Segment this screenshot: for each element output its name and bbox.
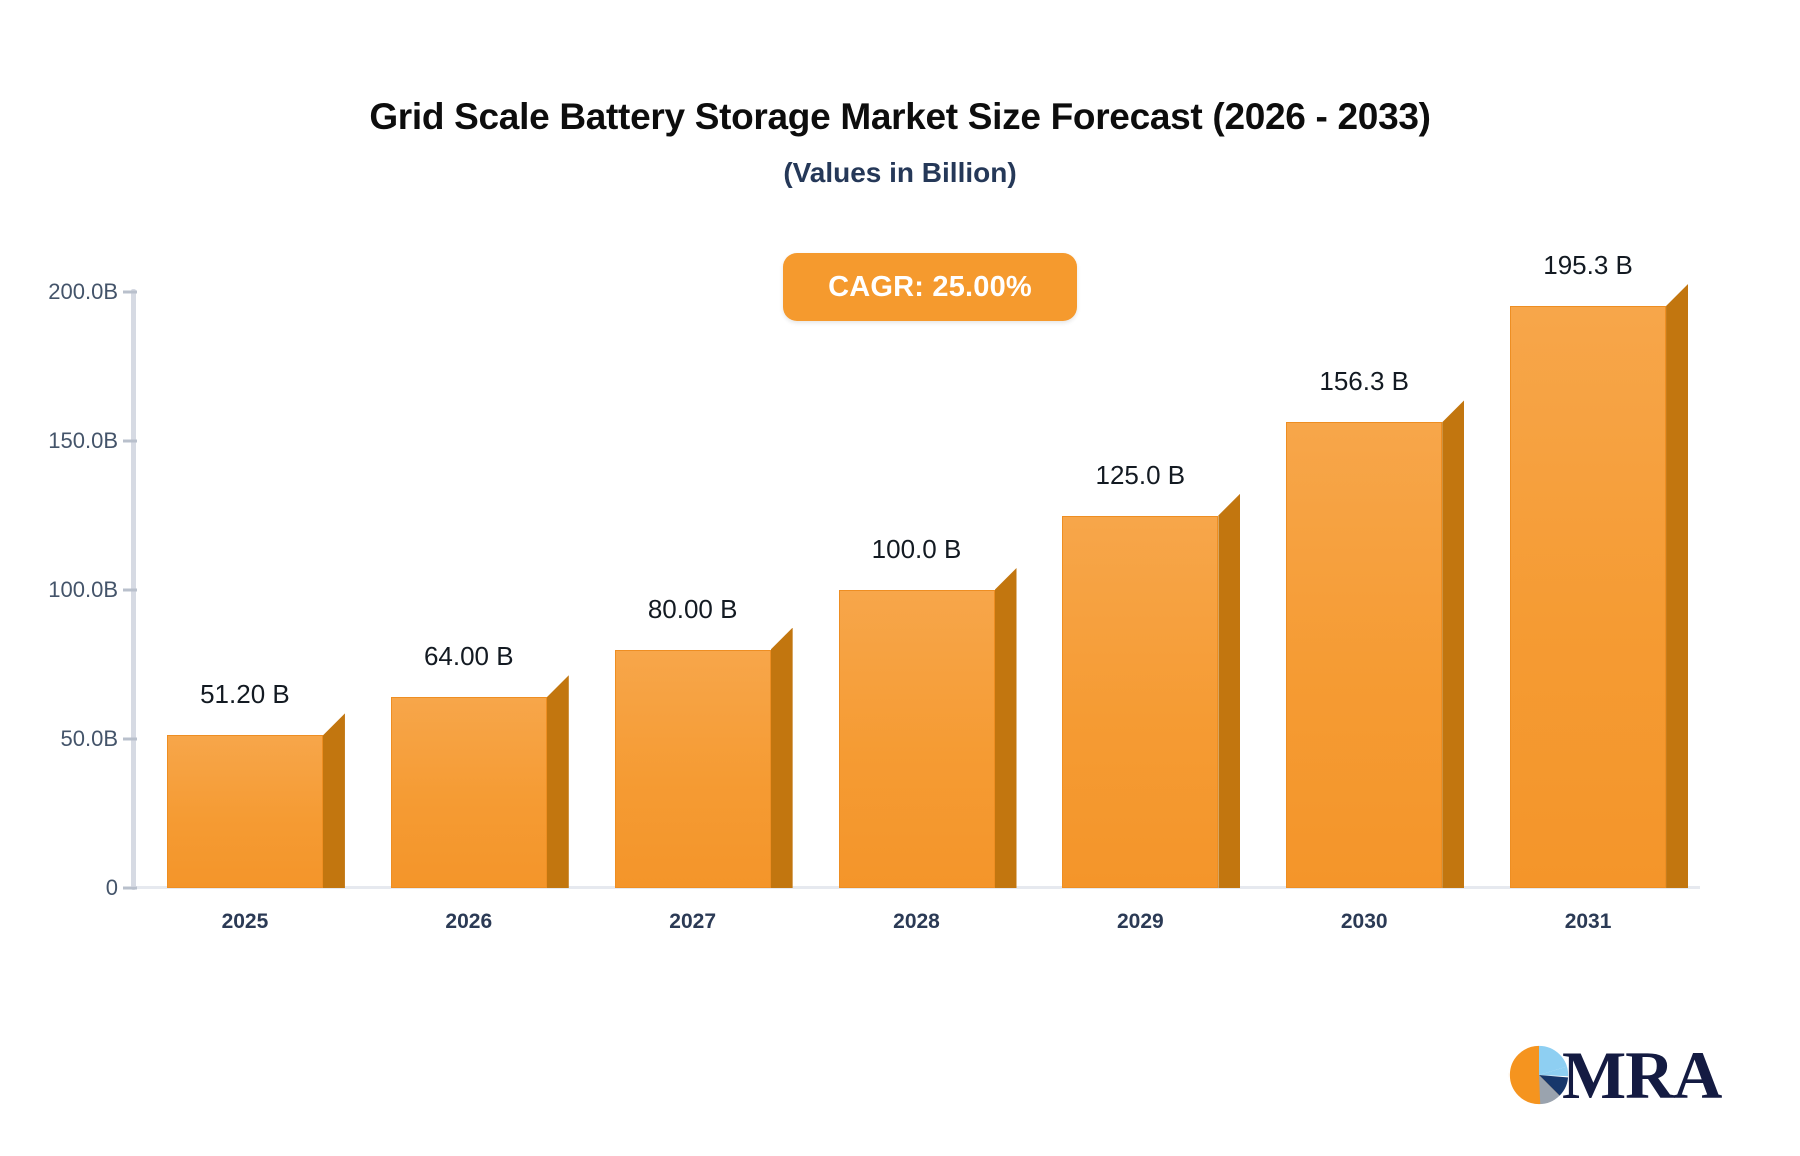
bar-2026[interactable] [390,675,569,888]
bar-side-face [1442,400,1465,888]
bar-value-label: 51.20 B [200,679,290,710]
bar-side-face [994,568,1017,888]
x-axis-tick-label: 2027 [669,910,716,933]
x-axis-tick-label: 2029 [1116,910,1164,933]
y-axis-tick-mark [123,588,137,592]
bar-front-face [1286,422,1443,888]
y-axis-tick-mark [123,886,137,890]
bar-value-label: 125.0 B [1095,459,1186,490]
x-axis-tick-label: 2028 [893,910,940,933]
x-axis-tick-label: 2026 [445,910,493,933]
bar-front-face [166,735,323,888]
bar-side-face [1218,493,1241,888]
brand-logo: MRA [1508,1037,1722,1113]
bar-front-face [838,590,995,888]
y-axis-tick-mark [123,737,137,741]
y-axis-ticks: 0 50.0B 100.0B 150.0B 200.0B [0,0,137,1156]
bar-side-face [322,713,345,888]
y-axis-tick-label: 200.0B [48,279,118,304]
x-axis-tick-label: 2031 [1564,910,1612,933]
bar-2025[interactable] [166,713,345,888]
bar-2030[interactable] [1286,400,1465,888]
bar-value-label: 195.3 B [1543,250,1633,280]
x-axis-tick-label: 2030 [1340,910,1388,933]
y-axis-tick-label: 0 [105,875,118,900]
cagr-badge: CAGR: 25.00% [783,253,1077,321]
chart-subtitle: (Values in Billion) [783,156,1017,188]
bar-2027[interactable] [614,627,793,888]
y-axis-tick-label: 100.0B [48,577,118,602]
bar-value-label: 100.0 B [871,534,962,564]
y-axis-tick-mark [123,439,137,443]
bar-front-face [1062,515,1219,888]
bar-side-face [770,627,793,888]
pie-chart-icon [1508,1044,1570,1106]
bar-side-face [1666,284,1689,888]
bar-2029[interactable] [1062,493,1241,888]
bar-value-label: 156.3 B [1319,366,1410,397]
bar-front-face [614,649,771,888]
bar-value-label: 80.00 B [647,593,738,624]
bar-front-face [390,697,547,888]
bar-2031[interactable] [1510,284,1689,888]
chart-header: Grid Scale Battery Storage Market Size F… [0,96,1800,189]
y-axis-tick-label: 50.0B [60,726,119,751]
y-axis-tick-mark [123,290,137,294]
y-axis-tick-label: 150.0B [48,428,118,453]
cagr-badge-label: CAGR: 25.00% [828,270,1032,303]
x-axis-tick-label: 2025 [221,910,269,933]
bar-side-face [546,675,569,888]
chart-title: Grid Scale Battery Storage Market Size F… [369,96,1431,137]
brand-logo-text: MRA [1562,1037,1722,1113]
bar-value-label: 64.00 B [423,641,514,672]
bar-front-face [1510,306,1667,888]
bar-2028[interactable] [838,568,1017,888]
